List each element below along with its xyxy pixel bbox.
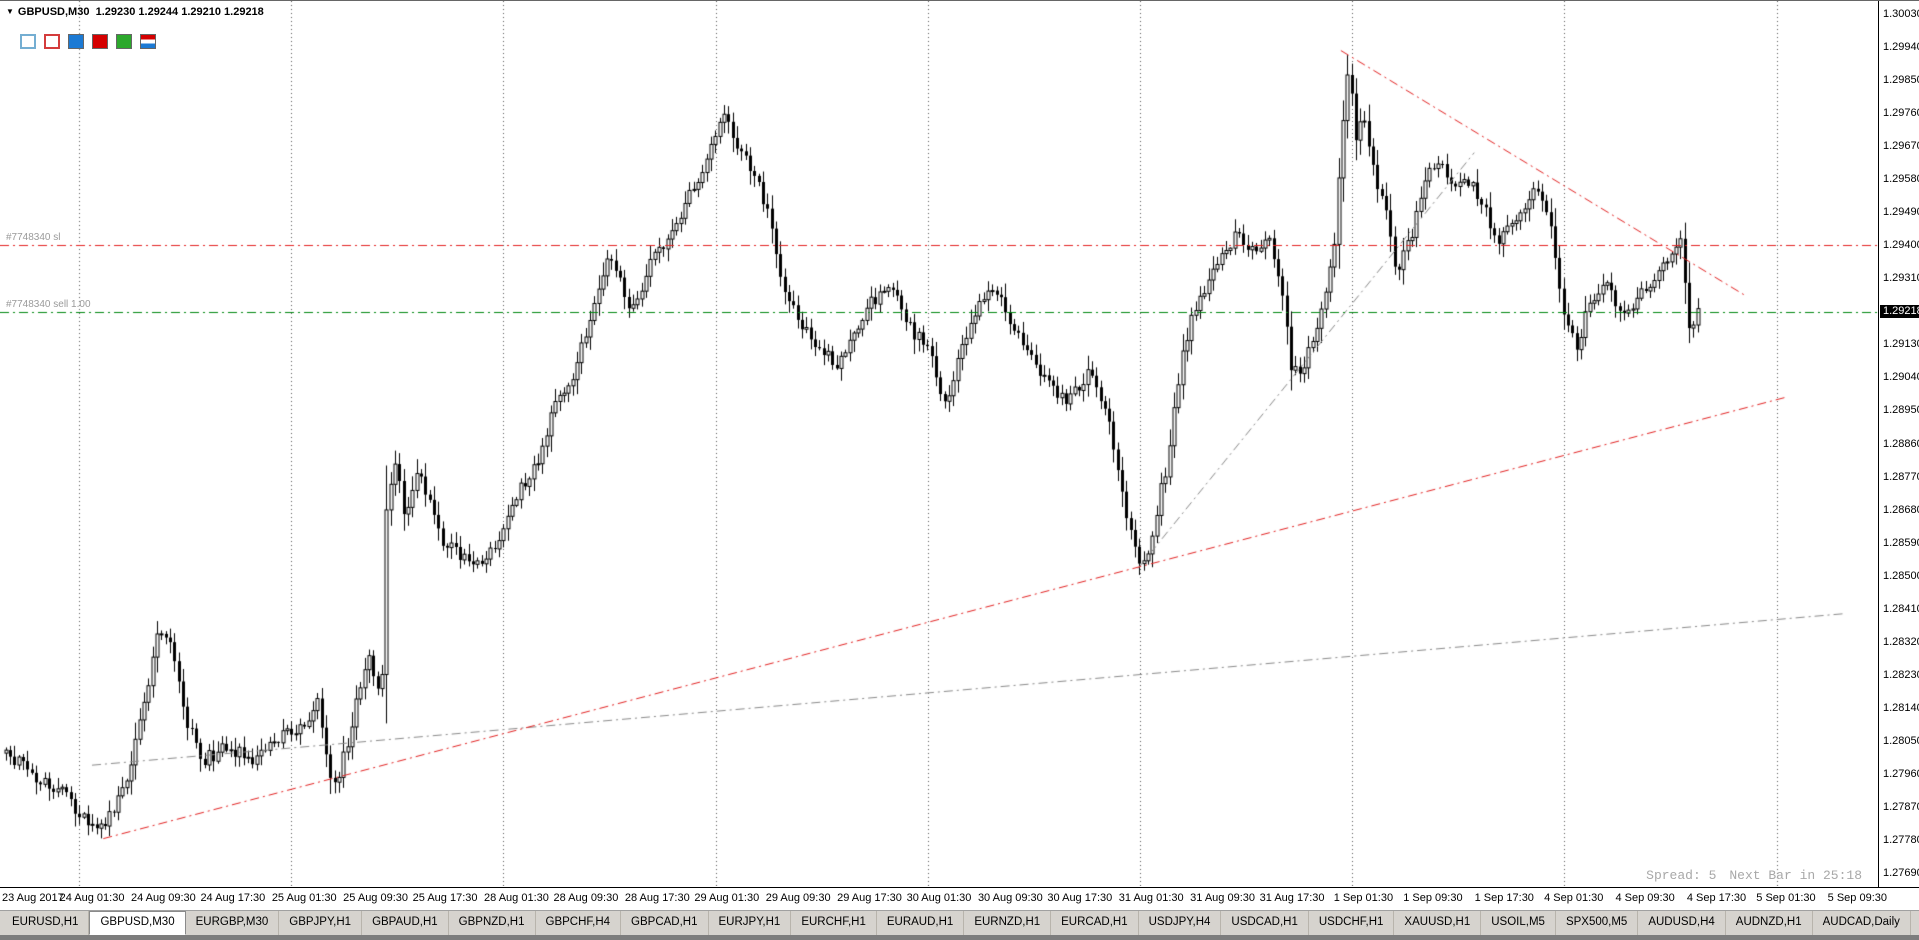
chart-tab-eurnzd-h1[interactable]: EURNZD,H1 <box>964 911 1052 935</box>
price-tick-label: 1.27780 <box>1883 834 1919 847</box>
price-chart-canvas[interactable] <box>0 1 1878 886</box>
chart-area: ▼ GBPUSD,M30 1.29230 1.29244 1.29210 1.29… <box>0 1 1878 886</box>
chart-tab-eurcad-h1[interactable]: EURCAD,H1 <box>1051 911 1139 935</box>
price-tick-label: 1.28500 <box>1883 569 1919 582</box>
time-tick-label: 1 Sep 01:30 <box>1333 892 1394 904</box>
time-tick-label: 5 Sep 01:30 <box>1756 892 1816 904</box>
price-tick-label: 1.29850 <box>1883 73 1919 86</box>
chart-dropdown-icon[interactable]: ▼ <box>6 7 14 16</box>
chart-tab-gbpusd-m30[interactable]: GBPUSD,M30 <box>89 911 186 935</box>
chart-tab-audnzd-h1[interactable]: AUDNZD,H1 <box>1726 911 1813 935</box>
price-tick-label: 1.28770 <box>1883 470 1919 483</box>
time-tick-label: 28 Aug 09:30 <box>553 892 619 904</box>
chart-tab-usdchf-h1[interactable]: USDCHF,H1 <box>1309 911 1395 935</box>
chart-tab-spx500-m5[interactable]: SPX500,M5 <box>1556 911 1639 935</box>
price-tick-label: 1.29400 <box>1883 239 1919 252</box>
chart-tab-audcad-daily[interactable]: AUDCAD,Daily <box>1813 911 1911 935</box>
next-bar-countdown: Next Bar in 25:18 <box>1729 868 1862 883</box>
swatch-toolbar <box>20 33 164 51</box>
price-tick-label: 1.28680 <box>1883 503 1919 516</box>
price-tick-label: 1.28050 <box>1883 734 1919 747</box>
chart-tab-usoil-m5[interactable]: USOIL,M5 <box>1481 911 1556 935</box>
chart-tab-eurusd-h1[interactable]: EURUSD,H1 <box>2 911 90 935</box>
price-tick-label: 1.27870 <box>1883 801 1919 814</box>
swatch-outline-blue-icon[interactable] <box>20 34 36 50</box>
time-tick-label: 28 Aug 17:30 <box>624 892 690 904</box>
price-tick-label: 1.27960 <box>1883 767 1919 780</box>
time-tick-label: 24 Aug 01:30 <box>59 892 125 904</box>
time-tick-label: 25 Aug 17:30 <box>412 892 478 904</box>
time-tick-label: 24 Aug 09:30 <box>130 892 196 904</box>
swatch-fill-green-icon[interactable] <box>116 34 132 50</box>
swatch-outline-red-icon[interactable] <box>44 34 60 50</box>
spread-readout: Spread: 5 <box>1646 868 1717 883</box>
price-tick-label: 1.28860 <box>1883 437 1919 450</box>
time-tick-label: 29 Aug 01:30 <box>694 892 760 904</box>
time-tick-label: 24 Aug 17:30 <box>200 892 266 904</box>
price-tick-label: 1.29040 <box>1883 371 1919 384</box>
time-tick-label: 4 Sep 09:30 <box>1615 892 1675 904</box>
time-tick-label: 31 Aug 09:30 <box>1190 892 1255 904</box>
time-tick-label: 4 Sep 17:30 <box>1686 892 1747 904</box>
price-axis[interactable]: 1.29218 1.30030 1.29940 1.29850 1.29760 1.29… <box>1878 1 1919 887</box>
price-tick-label: 1.29490 <box>1883 206 1919 219</box>
stoploss-line-label[interactable]: #7748340 sl <box>6 232 61 244</box>
price-tick-label: 1.29580 <box>1883 173 1919 186</box>
price-tick-label: 1.28230 <box>1883 668 1919 681</box>
price-tick-label: 1.29670 <box>1883 140 1919 153</box>
time-tick-label: 28 Aug 01:30 <box>484 892 549 904</box>
chart-tab-gbpcad-h1[interactable]: GBPCAD,H1 <box>621 911 709 935</box>
time-tick-label: 30 Aug 01:30 <box>906 892 972 904</box>
price-tick-label: 1.28320 <box>1883 635 1919 648</box>
price-tick-label: 1.28950 <box>1883 404 1919 417</box>
price-tick-label: 1.28590 <box>1883 536 1919 549</box>
chart-tab-eurchf-h1[interactable]: EURCHF,H1 <box>791 911 877 935</box>
price-tick-label: 1.27690 <box>1883 867 1919 880</box>
chart-tab-audusd-h4[interactable]: AUDUSD,H4 <box>1638 911 1726 935</box>
chart-tab-bar: EURUSD,H1 GBPUSD,M30 EURGBP,M30 GBPJPY,H1 GB… <box>0 910 1919 935</box>
swatch-fill-blue-icon[interactable] <box>68 34 84 50</box>
time-tick-label: 31 Aug 17:30 <box>1259 892 1325 904</box>
time-tick-label: 30 Aug 09:30 <box>977 892 1043 904</box>
status-overlay: Spread: 5 Next Bar in 25:18 <box>1646 868 1862 883</box>
time-tick-label: 30 Aug 17:30 <box>1047 892 1113 904</box>
price-tick-label: 1.28140 <box>1883 701 1919 714</box>
chart-tab-euraud-h1[interactable]: EURAUD,H1 <box>877 911 965 935</box>
time-tick-label: 25 Aug 09:30 <box>343 892 409 904</box>
time-tick-label: 23 Aug 2017 <box>2 892 64 904</box>
price-tick-label: 1.29310 <box>1883 272 1919 285</box>
price-tick-label: 1.29130 <box>1883 338 1919 351</box>
swatch-stripes-icon[interactable] <box>140 34 156 50</box>
chart-tab-xauusd-h1[interactable]: XAUUSD,H1 <box>1394 911 1482 935</box>
time-axis[interactable]: 23 Aug 2017 24 Aug 01:30 24 Aug 09:30 24 Au… <box>0 887 1919 910</box>
time-tick-label: 4 Sep 01:30 <box>1544 892 1604 904</box>
time-tick-label: 1 Sep 17:30 <box>1474 892 1534 904</box>
time-tick-label: 5 Sep 09:30 <box>1827 892 1887 904</box>
chart-tab-gbpjpy-h1[interactable]: GBPJPY,H1 <box>279 911 363 935</box>
current-price-badge: 1.29218 <box>1880 305 1919 319</box>
chart-tab-usdcad-h1[interactable]: USDCAD,H1 <box>1221 911 1309 935</box>
price-tick-label: 1.30030 <box>1883 7 1919 20</box>
chart-symbol-header[interactable]: ▼ GBPUSD,M30 1.29230 1.29244 1.29210 1.29… <box>6 6 264 18</box>
chart-tab-usdjpy-h4[interactable]: USDJPY,H4 <box>1139 911 1222 935</box>
chart-tab-eurgbp-m30[interactable]: EURGBP,M30 <box>186 911 280 935</box>
price-tick-label: 1.29940 <box>1883 40 1919 53</box>
time-tick-label: 25 Aug 01:30 <box>271 892 337 904</box>
price-tick-label: 1.28410 <box>1883 602 1919 615</box>
chart-tab-gbpaud-h1[interactable]: GBPAUD,H1 <box>362 911 449 935</box>
chart-tab-eurjpy-h1[interactable]: EURJPY,H1 <box>709 911 792 935</box>
chart-tab-gbpnzd-h1[interactable]: GBPNZD,H1 <box>449 911 536 935</box>
time-tick-label: 29 Aug 09:30 <box>765 892 831 904</box>
sell-order-line-label[interactable]: #7748340 sell 1.00 <box>6 299 91 311</box>
symbol-title: GBPUSD,M30 <box>17 6 90 18</box>
ohlc-readout: 1.29230 1.29244 1.29210 1.29218 <box>95 6 264 18</box>
chart-tab-gbpchf-h4[interactable]: GBPCHF,H4 <box>536 911 622 935</box>
window-bottom-edge <box>0 935 1919 940</box>
time-tick-label: 1 Sep 09:30 <box>1403 892 1463 904</box>
time-tick-label: 29 Aug 17:30 <box>837 892 902 904</box>
time-tick-label: 31 Aug 01:30 <box>1118 892 1184 904</box>
swatch-fill-red-icon[interactable] <box>92 34 108 50</box>
price-tick-label: 1.29760 <box>1883 107 1919 119</box>
